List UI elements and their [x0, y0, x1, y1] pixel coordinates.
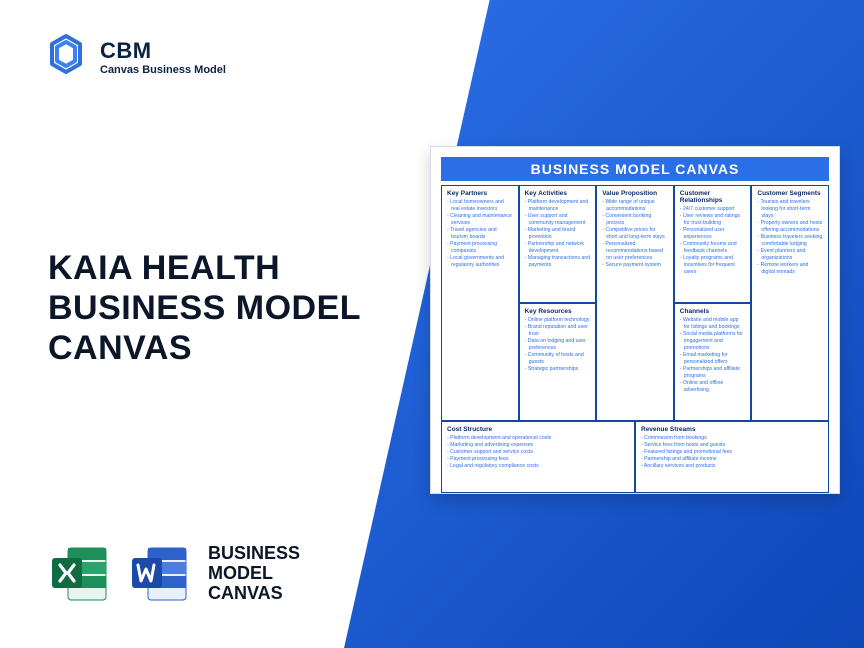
list-item: Local homeowners and real estate investo… — [447, 199, 513, 213]
canvas-grid-bottom: Cost Structure Platform development and … — [441, 421, 829, 493]
logo-subtitle: Canvas Business Model — [100, 64, 226, 76]
brand-logo: CBM Canvas Business Model — [44, 32, 226, 81]
list-item: Community forums and feedback channels — [680, 241, 746, 255]
list-item: Local governments and regulatory authori… — [447, 255, 513, 269]
list-item: Featured listings and promotional fees — [641, 449, 823, 456]
page-title: KAIA HEALTH BUSINESS MODEL CANVAS — [48, 248, 361, 368]
list-item: Community of hosts and guests — [525, 352, 591, 366]
list-item: Data on lodging and user preferences — [525, 338, 591, 352]
list-item: Loyalty programs and incentives for freq… — [680, 255, 746, 276]
list-item: 24/7 customer support — [680, 206, 746, 213]
block-customer-relationships: Customer Relationships 24/7 customer sup… — [674, 185, 752, 303]
list-item: Partnership and affiliate income — [641, 456, 823, 463]
list-item: Brand reputation and user trust — [525, 324, 591, 338]
block-cost-structure: Cost Structure Platform development and … — [441, 421, 635, 493]
list-item: Marketing and brand promotion — [525, 227, 591, 241]
list-item: Wide range of unique accommodations — [602, 199, 668, 213]
list-item: Partnerships and affiliate programs — [680, 366, 746, 380]
list-item: Cleaning and maintenance services — [447, 213, 513, 227]
block-key-activities: Key Activities Platform development and … — [519, 185, 597, 303]
list-item: Social media platforms for engagement an… — [680, 331, 746, 352]
list-item: Online platform technology — [525, 317, 591, 324]
title-line: CANVAS — [48, 328, 361, 368]
list-item: Marketing and advertising expenses — [447, 442, 629, 449]
list-item: Managing transactions and payments — [525, 255, 591, 269]
list-item: Email marketing for personalized offers — [680, 352, 746, 366]
list-item: Partnership and network development — [525, 241, 591, 255]
list-item: Tourists and travelers looking for short… — [757, 199, 823, 220]
list-item: Business travelers seeking comfortable l… — [757, 234, 823, 248]
list-item: Commission from bookings — [641, 435, 823, 442]
list-item: Event planners and organizations — [757, 248, 823, 262]
block-key-resources: Key Resources Online platform technology… — [519, 303, 597, 421]
block-key-partners: Key Partners Local homeowners and real e… — [441, 185, 519, 421]
list-item: Payment processing companies — [447, 241, 513, 255]
word-icon — [128, 542, 192, 606]
title-line: KAIA HEALTH — [48, 248, 361, 288]
logo-title: CBM — [100, 38, 226, 64]
block-customer-segments: Customer Segments Tourists and travelers… — [751, 185, 829, 421]
canvas-sheet: BUSINESS MODEL CANVAS Key Partners Local… — [430, 146, 840, 494]
list-item: Remote workers and digital nomads — [757, 262, 823, 276]
hexagon-ring-icon — [44, 32, 88, 81]
list-item: Secure payment system — [602, 262, 668, 269]
list-item: Website and mobile app for listings and … — [680, 317, 746, 331]
list-item: Customer support and service costs — [447, 449, 629, 456]
footer-label: BUSINESS MODEL CANVAS — [208, 544, 300, 603]
list-item: User support and community management — [525, 213, 591, 227]
block-channels: Channels Website and mobile app for list… — [674, 303, 752, 421]
list-item: User reviews and ratings for trust-build… — [680, 213, 746, 227]
list-item: Personalized user experiences — [680, 227, 746, 241]
list-item: Online and offline advertising — [680, 380, 746, 394]
canvas-title: BUSINESS MODEL CANVAS — [441, 157, 829, 181]
title-line: BUSINESS MODEL — [48, 288, 361, 328]
list-item: Platform development and operational cos… — [447, 435, 629, 442]
list-item: Platform development and maintenance — [525, 199, 591, 213]
list-item: Payment processing fees — [447, 456, 629, 463]
list-item: Property owners and hosts offering accom… — [757, 220, 823, 234]
list-item: Personalized recommendations based on us… — [602, 241, 668, 262]
list-item: Ancillary services and products — [641, 463, 823, 470]
list-item: Service fees from hosts and guests — [641, 442, 823, 449]
block-revenue-streams: Revenue Streams Commission from bookings… — [635, 421, 829, 493]
list-item: Legal and regulatory compliance costs — [447, 463, 629, 470]
list-item: Travel agencies and tourism boards — [447, 227, 513, 241]
excel-icon — [48, 542, 112, 606]
block-value-proposition: Value Proposition Wide range of unique a… — [596, 185, 674, 421]
list-item: Competitive prices for short and long-te… — [602, 227, 668, 241]
list-item: Convenient booking process — [602, 213, 668, 227]
footer: BUSINESS MODEL CANVAS — [48, 542, 300, 606]
list-item: Strategic partnerships — [525, 366, 591, 373]
canvas-grid-top: Key Partners Local homeowners and real e… — [441, 185, 829, 421]
